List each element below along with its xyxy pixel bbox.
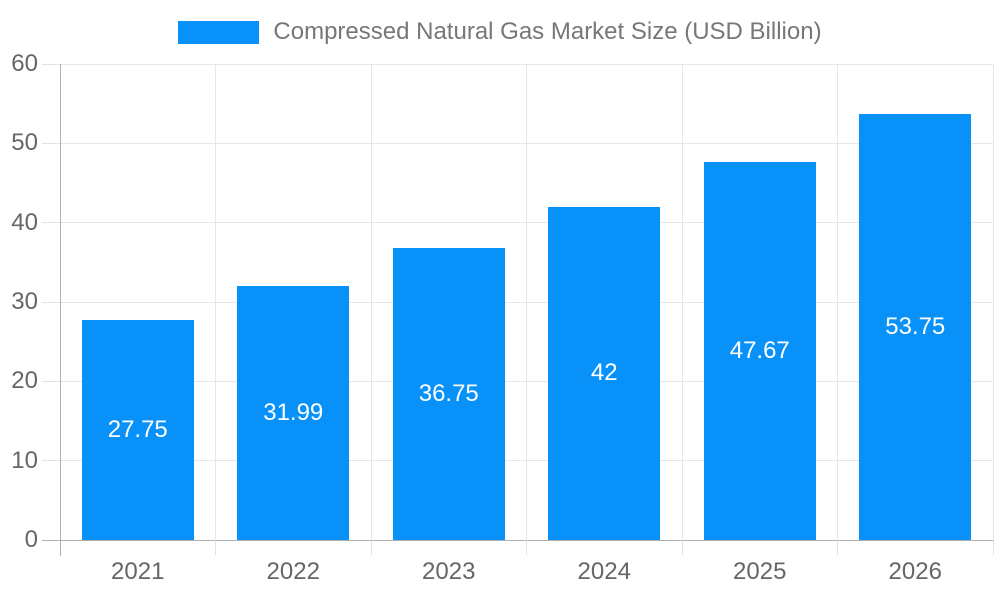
- bar-2023[interactable]: 36.75: [392, 248, 505, 540]
- y-tick-label: 50: [11, 129, 38, 157]
- x-gridline: [370, 64, 372, 540]
- x-axis-tick: [370, 540, 372, 555]
- y-axis-tick: [42, 222, 60, 224]
- y-axis-tick: [42, 301, 60, 303]
- bar-value-label: 53.75: [885, 312, 946, 340]
- x-tick-label: 2022: [266, 558, 320, 585]
- x-tick-label: 2025: [733, 558, 787, 585]
- y-tick-label: 30: [11, 288, 38, 315]
- x-axis-tick: [837, 540, 838, 555]
- x-tick-label: 2024: [577, 558, 631, 585]
- x-gridline: [526, 64, 527, 540]
- x-axis-tick: [992, 540, 994, 555]
- y-axis-tick: [42, 460, 60, 462]
- chart-legend: Compressed Natural Gas Market Size (USD …: [0, 18, 1000, 45]
- legend-swatch: [178, 20, 260, 44]
- y-tick-label: 20: [11, 367, 38, 395]
- x-gridline: [215, 64, 216, 540]
- x-axis-tick: [681, 540, 683, 555]
- x-axis-tick: [526, 540, 527, 555]
- bar-value-label: 47.67: [729, 336, 790, 364]
- y-tick-label: 0: [24, 526, 38, 553]
- y-axis-line: [60, 64, 61, 556]
- x-tick-label: 2026: [888, 558, 942, 585]
- bar-value-label: 36.75: [418, 380, 479, 408]
- y-tick-label: 10: [11, 446, 38, 474]
- x-gridline: [992, 64, 994, 540]
- x-gridline: [681, 64, 683, 540]
- y-axis-tick: [42, 142, 60, 144]
- x-tick-label: 2023: [422, 558, 476, 585]
- y-axis-tick: [42, 63, 60, 65]
- legend-label: Compressed Natural Gas Market Size (USD …: [273, 18, 822, 45]
- bar-2026[interactable]: 53.75: [859, 113, 972, 540]
- plot-area: 27.75 31.99 36.75 42 47.67 53.75: [60, 63, 994, 540]
- bar-2024[interactable]: 42: [548, 206, 661, 540]
- y-tick-label: 60: [11, 50, 38, 77]
- y-axis-tick: [42, 380, 60, 382]
- bar-2025[interactable]: 47.67: [703, 161, 816, 540]
- x-axis-line: [42, 540, 993, 541]
- bar-value-label: 31.99: [263, 399, 324, 427]
- x-axis-tick: [215, 540, 216, 555]
- bar-2022[interactable]: 31.99: [237, 286, 350, 540]
- x-tick-label: 2021: [111, 558, 165, 585]
- bar-2021[interactable]: 27.75: [81, 319, 194, 540]
- y-tick-label: 40: [11, 208, 38, 236]
- bar-value-label: 27.75: [107, 415, 168, 443]
- bar-value-label: 42: [590, 359, 618, 387]
- x-gridline: [837, 64, 838, 540]
